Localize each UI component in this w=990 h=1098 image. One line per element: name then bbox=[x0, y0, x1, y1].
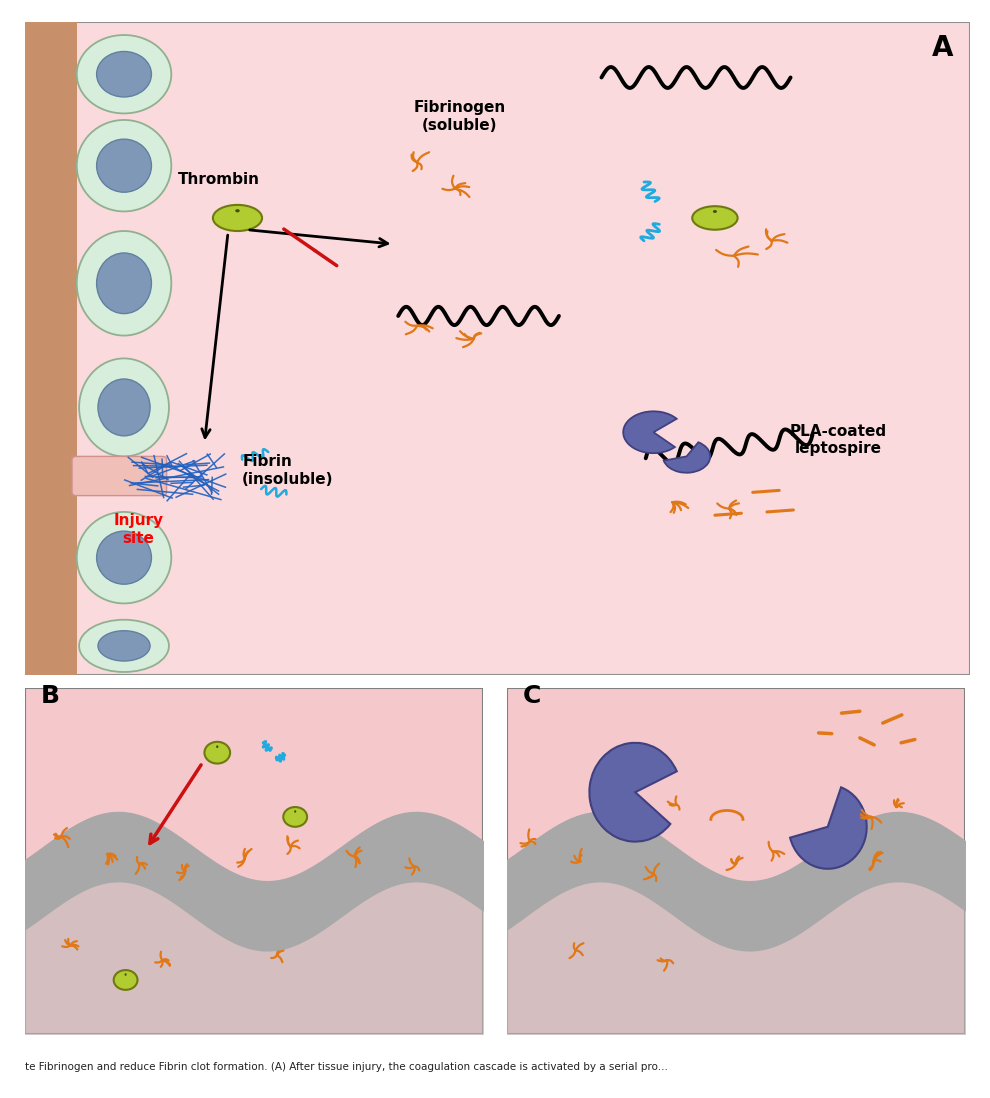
FancyBboxPatch shape bbox=[72, 457, 166, 495]
Ellipse shape bbox=[713, 210, 717, 213]
Ellipse shape bbox=[77, 231, 171, 336]
Wedge shape bbox=[663, 442, 710, 473]
Ellipse shape bbox=[97, 253, 151, 314]
Text: PLA-coated
leptospire: PLA-coated leptospire bbox=[789, 424, 886, 456]
Text: B: B bbox=[41, 684, 59, 708]
Ellipse shape bbox=[294, 810, 296, 813]
Ellipse shape bbox=[236, 209, 240, 212]
Text: A: A bbox=[932, 34, 953, 61]
Ellipse shape bbox=[125, 973, 127, 976]
Wedge shape bbox=[624, 412, 676, 453]
Ellipse shape bbox=[97, 52, 151, 97]
Bar bbox=[25, 22, 77, 675]
Text: te Fibrinogen and reduce Fibrin clot formation. (A) After tissue injury, the coa: te Fibrinogen and reduce Fibrin clot for… bbox=[25, 1062, 667, 1073]
Ellipse shape bbox=[114, 971, 138, 990]
Ellipse shape bbox=[204, 742, 230, 763]
Ellipse shape bbox=[98, 379, 150, 436]
Text: Thrombin: Thrombin bbox=[177, 171, 259, 187]
Ellipse shape bbox=[79, 358, 169, 457]
Ellipse shape bbox=[97, 139, 151, 192]
Ellipse shape bbox=[77, 35, 171, 113]
Ellipse shape bbox=[692, 206, 738, 229]
Wedge shape bbox=[790, 787, 866, 869]
Ellipse shape bbox=[79, 619, 169, 672]
Text: Fibrin
(insoluble): Fibrin (insoluble) bbox=[243, 455, 334, 486]
Ellipse shape bbox=[216, 746, 219, 748]
Text: C: C bbox=[523, 684, 542, 708]
Ellipse shape bbox=[77, 512, 171, 604]
Ellipse shape bbox=[97, 531, 151, 584]
Text: Fibrinogen
(soluble): Fibrinogen (soluble) bbox=[414, 100, 506, 133]
Ellipse shape bbox=[77, 120, 171, 212]
Wedge shape bbox=[589, 743, 677, 841]
Ellipse shape bbox=[213, 205, 262, 231]
Ellipse shape bbox=[98, 630, 150, 661]
Text: Injury
site: Injury site bbox=[113, 513, 163, 546]
Ellipse shape bbox=[283, 807, 307, 827]
